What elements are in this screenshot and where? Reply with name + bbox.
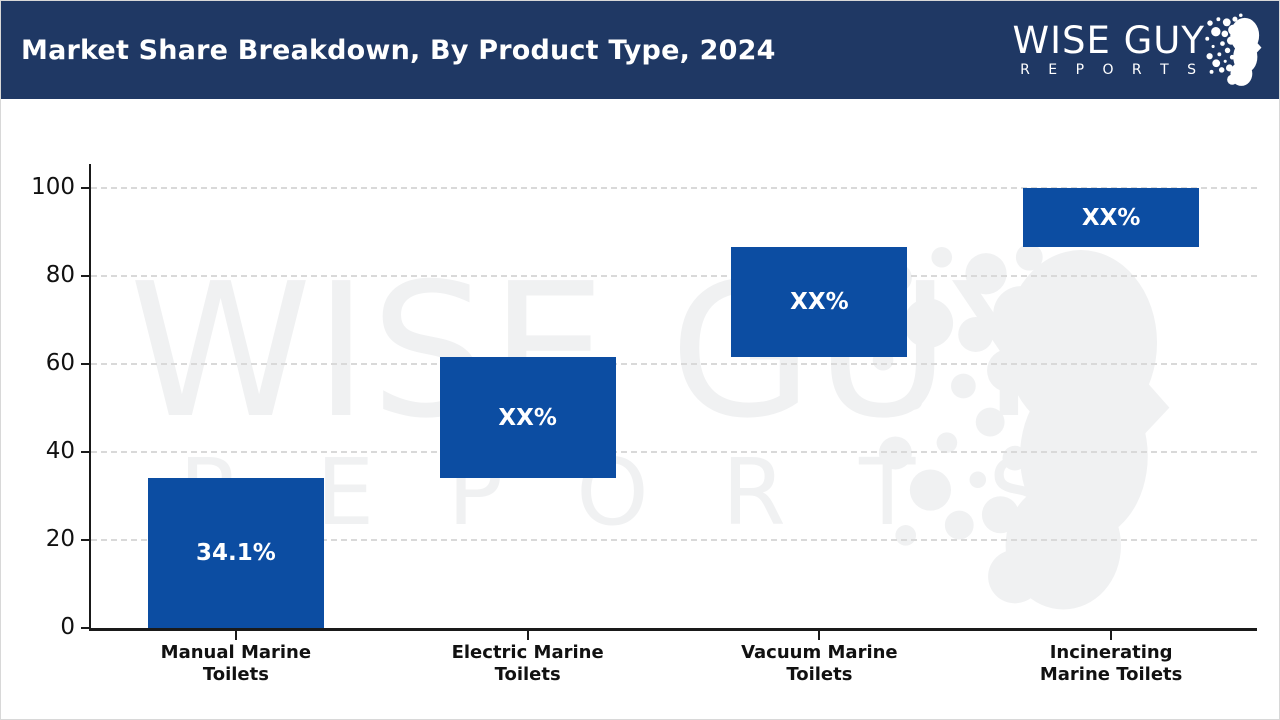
bar: XX% [439, 357, 616, 478]
x-tick-label-line: Marine Toilets [1039, 664, 1183, 685]
x-tick-label: Manual Marine Toilets [116, 642, 356, 686]
y-tick-label: 40 [45, 438, 75, 464]
y-tick-label: 0 [60, 614, 75, 640]
chart-area: WISE GUY R E P O R T S 0 20 40 60 80 100 34.1%… [1, 99, 1279, 719]
y-axis-tick [81, 275, 90, 277]
x-tick-label-line: Manual Marine [160, 642, 312, 663]
bar-value-label: XX% [498, 404, 557, 431]
gridline [91, 451, 1257, 453]
y-axis-tick [81, 627, 90, 629]
x-tick-label-line: Toilets [202, 664, 269, 685]
header: Market Share Breakdown, By Product Type,… [1, 1, 1279, 99]
gridline [91, 539, 1257, 541]
y-axis-line [89, 164, 91, 630]
gridline [91, 363, 1257, 365]
x-tick-label: Electric Marine Toilets [408, 642, 648, 686]
y-tick-label: 60 [45, 350, 75, 376]
x-axis-tick [1110, 631, 1113, 640]
x-axis-tick [234, 631, 237, 640]
x-tick-label: Incinerating Marine Toilets [991, 642, 1231, 686]
bar: 34.1% [147, 477, 324, 628]
x-axis-line [89, 628, 1257, 631]
bar-value-label: XX% [790, 289, 849, 316]
gridline [91, 275, 1257, 277]
gridline [91, 187, 1257, 189]
brand-head-icon [1201, 11, 1265, 89]
x-axis-tick [818, 631, 821, 640]
plot: 0 20 40 60 80 100 34.1% Manual Marine Toilets XX%… [1, 99, 1279, 719]
brand-name: WISE GUY [1012, 19, 1205, 62]
y-axis-tick [81, 187, 90, 189]
x-tick-label-line: Toilets [786, 664, 853, 685]
bar-value-label: XX% [1081, 204, 1141, 231]
y-tick-label: 100 [31, 174, 75, 200]
x-tick-label-line: Incinerating [1049, 642, 1173, 663]
y-axis-tick [81, 451, 90, 453]
x-tick-label-line: Vacuum Marine [741, 642, 898, 663]
bar: XX% [1023, 188, 1200, 248]
brand-logo: WISE GUY R E P O R T S [1013, 11, 1265, 89]
y-axis-tick [81, 539, 90, 541]
y-tick-label: 20 [45, 526, 75, 552]
x-tick-label-line: Electric Marine [451, 642, 604, 663]
brand-tagline: R E P O R T S [1020, 62, 1203, 78]
bar: XX% [731, 247, 908, 358]
x-tick-label-line: Toilets [494, 664, 561, 685]
x-tick-label: Vacuum Marine Toilets [699, 642, 939, 686]
x-axis-tick [526, 631, 529, 640]
y-tick-label: 80 [45, 262, 75, 288]
chart-title: Market Share Breakdown, By Product Type,… [21, 34, 776, 66]
brand-text: WISE GUY R E P O R T S [1013, 22, 1205, 78]
y-axis-tick [81, 363, 90, 365]
bar-value-label: 34.1% [195, 539, 276, 566]
